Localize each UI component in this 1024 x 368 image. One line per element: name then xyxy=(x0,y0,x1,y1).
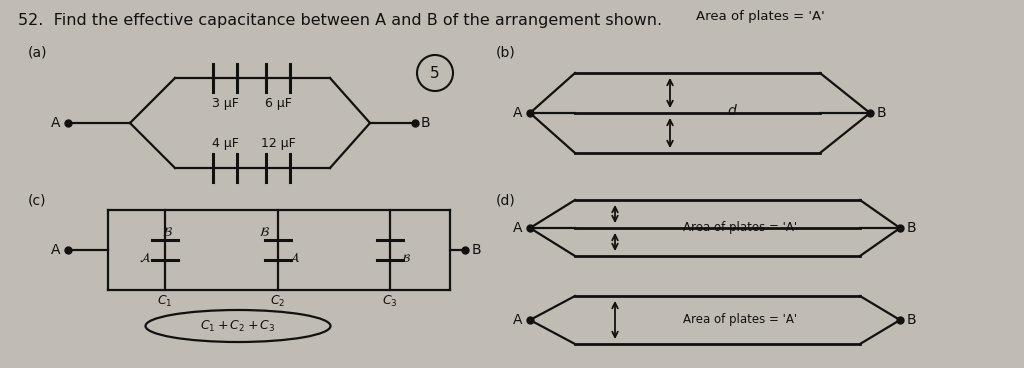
Text: 4 μF: 4 μF xyxy=(212,137,239,150)
Text: 12 μF: 12 μF xyxy=(261,137,295,150)
Text: $\mathcal{B}$: $\mathcal{B}$ xyxy=(162,226,172,238)
Text: B: B xyxy=(472,243,481,257)
Text: Area of plates = 'A': Area of plates = 'A' xyxy=(695,10,824,23)
Text: (b): (b) xyxy=(496,46,516,60)
Text: Area of plates = 'A': Area of plates = 'A' xyxy=(683,314,797,326)
Text: B: B xyxy=(907,221,916,235)
Text: (a): (a) xyxy=(28,46,47,60)
Text: $C_1 + C_2 + C_3$: $C_1 + C_2 + C_3$ xyxy=(201,318,275,333)
Text: A: A xyxy=(512,106,522,120)
Text: 6 μF: 6 μF xyxy=(264,97,292,110)
Text: B: B xyxy=(877,106,887,120)
Text: Area of plates = 'A': Area of plates = 'A' xyxy=(683,222,797,234)
Text: B: B xyxy=(421,116,431,130)
Text: A: A xyxy=(512,313,522,327)
Text: $C_2$: $C_2$ xyxy=(270,294,286,309)
Text: $\mathcal{B}$: $\mathcal{B}$ xyxy=(259,226,269,238)
Text: $C_3$: $C_3$ xyxy=(382,294,397,309)
Text: (c): (c) xyxy=(28,193,46,207)
Text: $\mathcal{A}$: $\mathcal{A}$ xyxy=(288,251,300,265)
Text: 3 μF: 3 μF xyxy=(212,97,239,110)
Text: 52.  Find the effective capacitance between A and B of the arrangement shown.: 52. Find the effective capacitance betwe… xyxy=(18,13,663,28)
Text: $\mathcal{B}$: $\mathcal{B}$ xyxy=(401,252,411,264)
Text: $C_1$: $C_1$ xyxy=(158,294,173,309)
Text: A: A xyxy=(50,243,60,257)
Text: (d): (d) xyxy=(496,193,516,207)
Text: A: A xyxy=(512,221,522,235)
Text: $\mathcal{A}$: $\mathcal{A}$ xyxy=(139,251,152,265)
Text: 5: 5 xyxy=(430,66,440,81)
Text: B: B xyxy=(907,313,916,327)
Text: d: d xyxy=(727,104,736,118)
Text: A: A xyxy=(50,116,60,130)
